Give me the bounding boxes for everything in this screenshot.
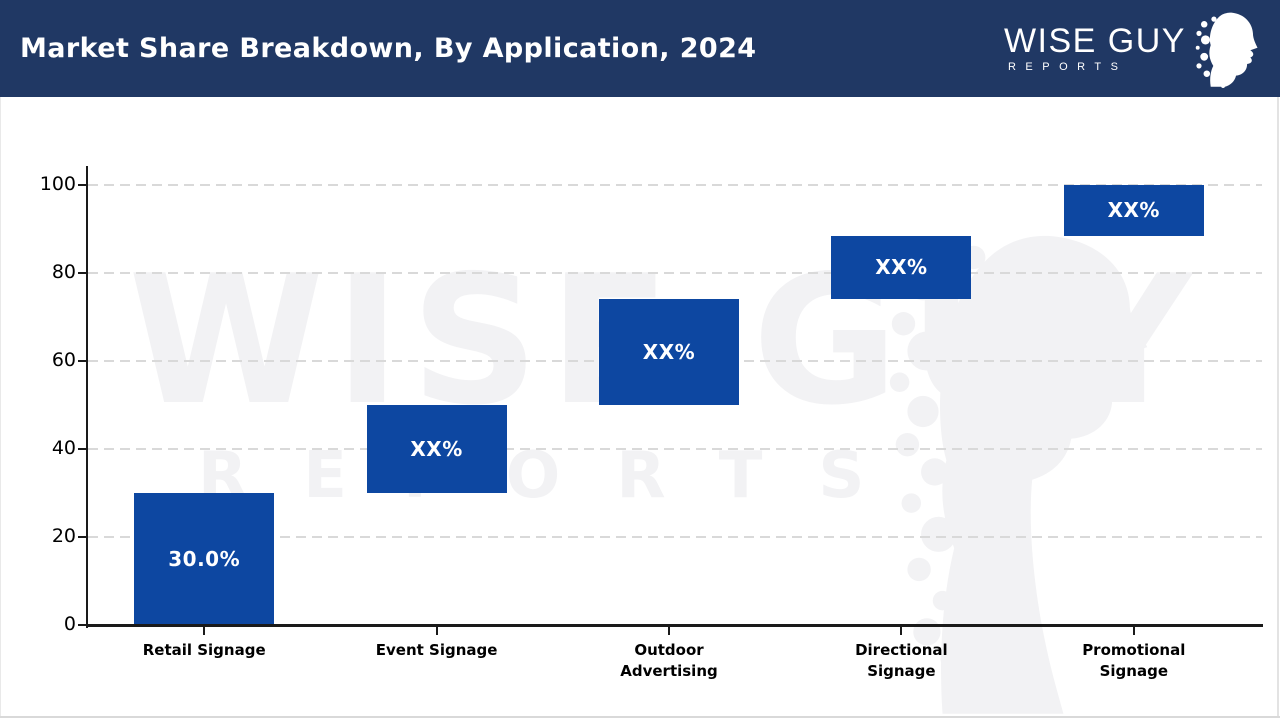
y-tick-mark: [78, 184, 88, 186]
bar-value-label: XX%: [875, 255, 928, 280]
bar-promotional-signage: XX%: [1063, 185, 1204, 236]
y-tick-label: 100: [39, 173, 76, 195]
category-label: Promotional Signage: [1082, 641, 1186, 680]
logo-head-icon: [1195, 12, 1258, 88]
x-tick-mark: [900, 627, 903, 635]
y-tick-mark: [78, 536, 88, 538]
y-tick-mark: [78, 360, 88, 362]
x-tick-mark: [668, 627, 670, 635]
bar-value-label: XX%: [410, 437, 463, 461]
logo-brand-subtitle: REPORTS: [1007, 61, 1128, 73]
figure-border-line: [0, 716, 1280, 718]
y-tick-mark: [78, 448, 88, 450]
page-title: Market Share Breakdown, By Application, …: [20, 33, 757, 64]
y-tick-label: 40: [51, 437, 76, 459]
x-tick-mark: [435, 627, 438, 635]
category-label: Event Signage: [375, 641, 498, 659]
bar-outdoor-advertising: XX%: [599, 299, 739, 405]
y-gridline: [88, 272, 1262, 274]
logo-brand-name: WISE GUY: [1003, 22, 1186, 60]
bar-value-label: XX%: [1107, 198, 1160, 223]
y-tick-label: 80: [51, 261, 76, 283]
watermark-head-graphic: [889, 235, 1148, 714]
x-tick-mark: [1132, 627, 1135, 635]
y-tick-label: 20: [51, 525, 76, 547]
x-tick-mark: [203, 627, 206, 635]
bar-retail-signage: 30.0%: [134, 493, 275, 625]
category-label: Retail Signage: [142, 641, 266, 659]
logo-text: WISE GUY REPORTS: [1004, 24, 1186, 73]
y-tick-label: 0: [63, 613, 76, 635]
watermark-brand-subtitle: REPORTS: [198, 439, 921, 513]
figure-border-right: [1277, 97, 1279, 718]
y-tick-mark: [78, 272, 88, 274]
figure-border-left: [0, 97, 1, 718]
bar-directional-signage: XX%: [831, 235, 972, 300]
category-label: Directional Signage: [855, 641, 948, 680]
bar-event-signage: XX%: [366, 405, 507, 493]
x-axis-spine: [86, 624, 1263, 627]
y-axis-spine: [86, 166, 88, 628]
brand-logo: WISE GUY REPORTS: [1004, 10, 1258, 88]
y-gridline: [88, 184, 1262, 186]
y-gridline: [88, 536, 1262, 538]
bar-value-label: 30.0%: [168, 547, 241, 571]
category-label: Outdoor Advertising: [620, 641, 718, 680]
y-tick-label: 60: [51, 349, 76, 371]
header: Market Share Breakdown, By Application, …: [0, 0, 1280, 97]
y-tick-mark: [78, 624, 88, 626]
y-gridline: [88, 448, 1262, 450]
bar-value-label: XX%: [642, 340, 696, 365]
